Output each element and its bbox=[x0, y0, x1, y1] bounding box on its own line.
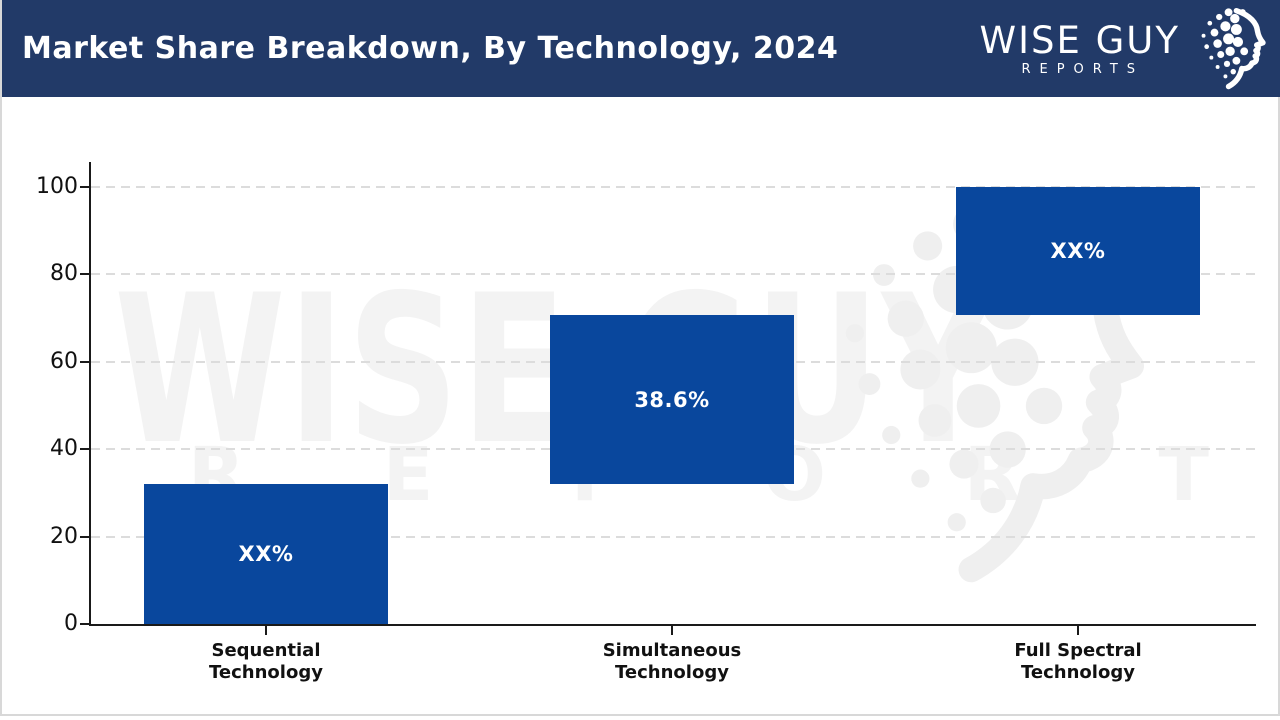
y-tick bbox=[80, 535, 90, 538]
y-tick-label: 80 bbox=[50, 261, 78, 287]
y-tick-label: 40 bbox=[50, 436, 78, 462]
bar: XX% bbox=[956, 187, 1200, 316]
gridline bbox=[91, 535, 1255, 538]
y-tick bbox=[80, 186, 90, 188]
brand-logo: WISE GUY REPORTS bbox=[980, 6, 1270, 92]
bar: XX% bbox=[144, 484, 388, 624]
category-label: Simultaneous Technology bbox=[602, 640, 742, 683]
y-tick-label: 100 bbox=[36, 174, 78, 199]
category-label: Sequential Technology bbox=[209, 640, 323, 683]
x-axis-line bbox=[89, 624, 1256, 626]
y-tick bbox=[80, 448, 90, 451]
gridline bbox=[91, 273, 1255, 276]
header-bar: Market Share Breakdown, By Technology, 2… bbox=[2, 0, 1280, 97]
y-tick-label: 0 bbox=[64, 611, 78, 636]
y-tick-label: 20 bbox=[50, 523, 78, 549]
x-tick bbox=[671, 626, 673, 635]
brand-reports-label: REPORTS bbox=[1021, 62, 1145, 78]
category-label: Full Spectral Technology bbox=[1014, 640, 1142, 683]
x-tick bbox=[1077, 626, 1079, 635]
gridline bbox=[91, 186, 1255, 188]
y-tick bbox=[80, 623, 90, 625]
brand-wordmark: WISE GUY bbox=[979, 18, 1180, 62]
brand-logo-text: WISE GUY REPORTS bbox=[979, 18, 1180, 78]
page-title: Market Share Breakdown, By Technology, 2… bbox=[22, 31, 839, 66]
bar-value-label: XX% bbox=[1050, 239, 1106, 264]
bar-value-label: XX% bbox=[238, 542, 294, 567]
y-tick-label: 60 bbox=[50, 348, 78, 374]
bar: 38.6% bbox=[550, 315, 794, 485]
brand-face-icon bbox=[1184, 6, 1270, 92]
y-axis-line bbox=[89, 162, 91, 626]
y-tick bbox=[80, 360, 90, 363]
y-tick bbox=[80, 273, 90, 276]
x-tick bbox=[265, 626, 267, 635]
bar-value-label: 38.6% bbox=[634, 387, 710, 412]
